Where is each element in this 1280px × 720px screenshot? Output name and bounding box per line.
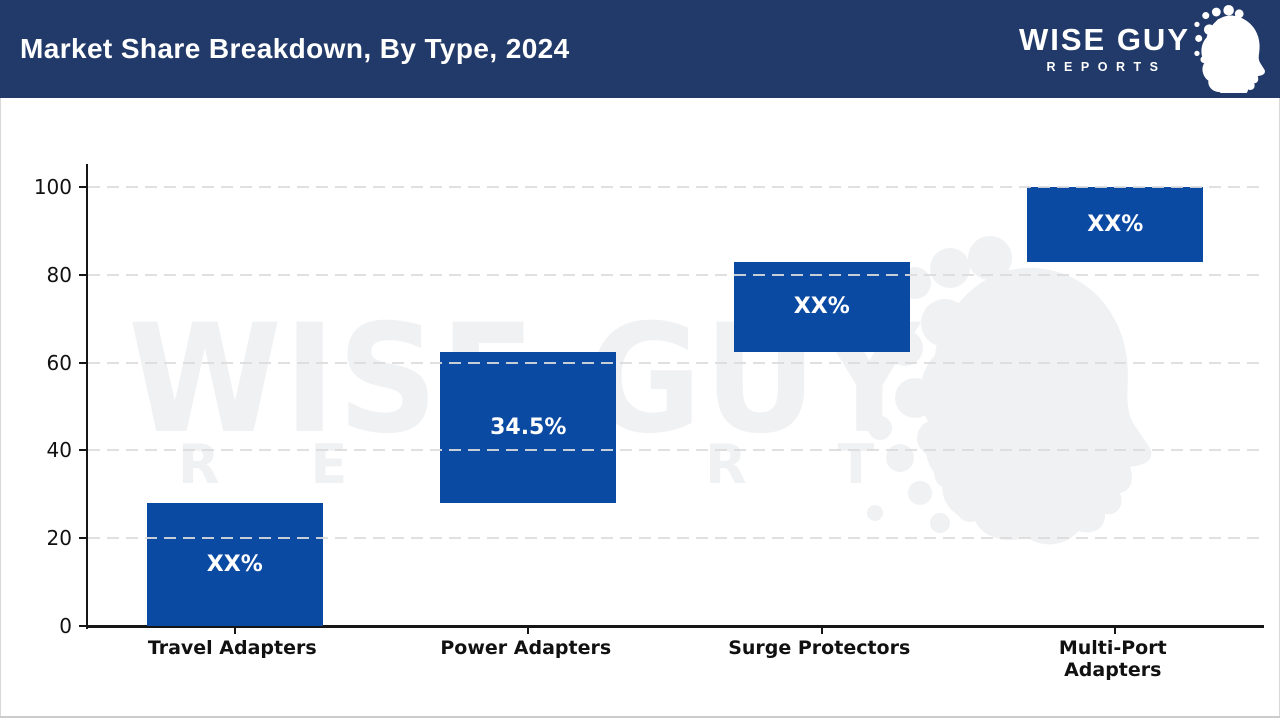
y-tick-60 (79, 361, 87, 364)
y-tick-label-40: 40 (46, 438, 72, 463)
bar-value-label: XX% (206, 552, 263, 578)
y-tick-label-0: 0 (59, 614, 72, 638)
y-tick-label-80: 80 (46, 262, 72, 287)
bar-value-label: 34.5% (490, 414, 567, 440)
bottom-border (0, 716, 1280, 718)
x-tick-1 (233, 628, 236, 634)
x-tick-3 (820, 628, 823, 634)
y-tick-100 (79, 186, 87, 188)
y-tick-label-100: 100 (33, 175, 72, 199)
y-tick-80 (79, 273, 87, 276)
gridline-60 (88, 361, 1262, 364)
wiseguy-head-icon (1194, 5, 1265, 93)
bar-3: XX% (733, 261, 910, 352)
gridline-40 (88, 449, 1262, 452)
category-label: Travel Adapters (147, 637, 317, 659)
category-label: Surge Protectors (728, 637, 911, 659)
y-tick-40 (79, 449, 87, 452)
bar-2: 34.5% (440, 351, 617, 504)
bar-value-label: XX% (1087, 211, 1144, 237)
gridline-80 (88, 273, 1262, 276)
logo-text: WISE GUY REPORTS (1019, 24, 1190, 74)
y-tick-0 (79, 625, 87, 627)
logo-wordmark: WISE GUY (1018, 22, 1190, 57)
y-axis-line (86, 164, 88, 629)
category-label: Power Adapters (440, 637, 612, 659)
x-tick-2 (527, 628, 530, 634)
bar-value-label: XX% (793, 294, 850, 320)
x-axis-line (86, 625, 1264, 628)
bar-4: XX% (1027, 187, 1204, 262)
page-title: Market Share Breakdown, By Type, 2024 (20, 33, 570, 64)
y-tick-label-20: 20 (46, 526, 72, 551)
y-tick-20 (79, 537, 87, 540)
bar-1: XX% (146, 503, 323, 626)
x-tick-4 (1114, 628, 1117, 634)
category-label: Multi-Port Adapters (1058, 637, 1167, 681)
header-bar: Market Share Breakdown, By Type, 2024 WI… (0, 0, 1280, 98)
chart-canvas: WISE GUY R E P O R T S 020406080100XX%Tr… (0, 98, 1280, 720)
logo-subtitle: REPORTS (1046, 60, 1167, 74)
gridline-100 (88, 186, 1262, 188)
gridline-20 (88, 537, 1262, 540)
y-tick-label-60: 60 (46, 350, 72, 375)
wiseguy-logo: WISE GUY REPORTS (1019, 5, 1266, 93)
left-border (0, 98, 1, 718)
